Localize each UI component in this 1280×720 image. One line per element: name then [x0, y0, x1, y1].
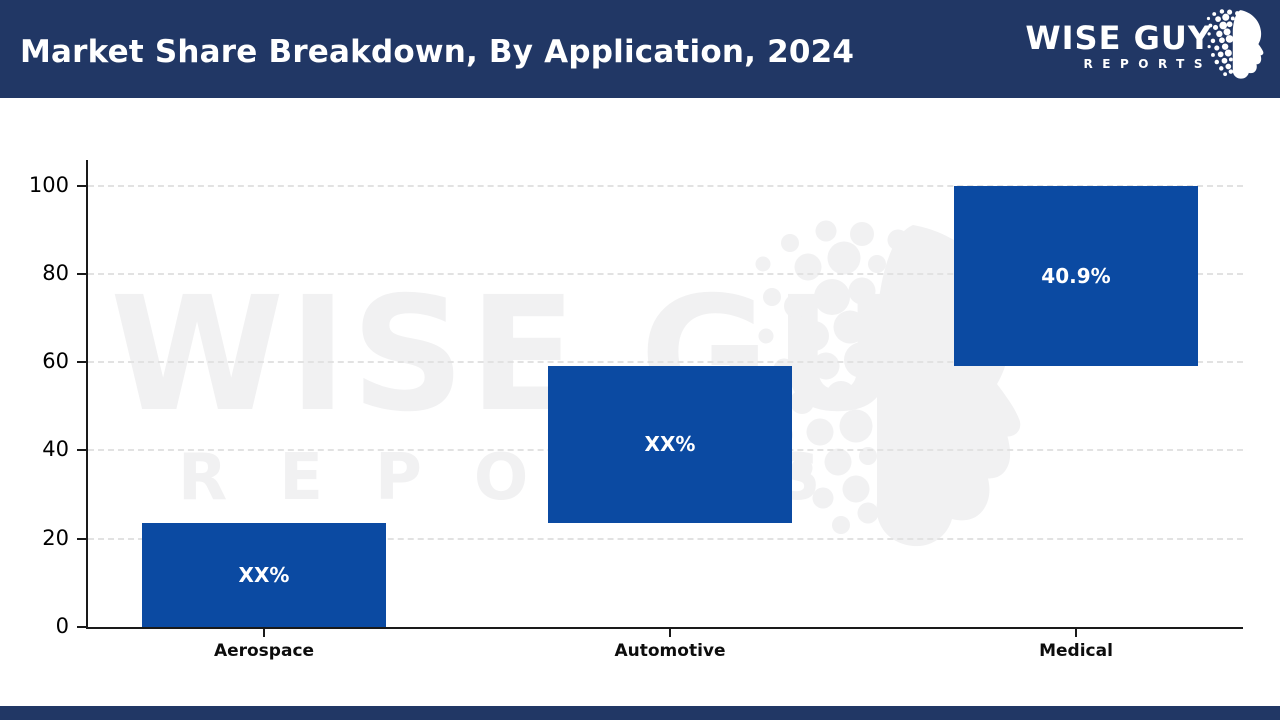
- gridline: [88, 272, 1243, 275]
- x-axis-label: Aerospace: [213, 641, 315, 661]
- header-bar: Market Share Breakdown, By Application, …: [0, 0, 1280, 98]
- footer-bar: [0, 706, 1280, 720]
- y-axis-tick-label: 0: [55, 614, 69, 638]
- y-axis-tick: [77, 184, 86, 187]
- bar-value-label: XX%: [238, 562, 290, 587]
- y-axis-line: [86, 160, 88, 629]
- bar-value-label: XX%: [644, 432, 696, 457]
- page-title: Market Share Breakdown, By Application, …: [20, 34, 855, 70]
- y-axis-tick: [77, 449, 86, 452]
- y-axis-tick: [77, 537, 86, 540]
- y-axis-tick-label: 40: [42, 437, 69, 462]
- x-axis-tick: [1075, 629, 1077, 637]
- gridline: [88, 184, 1243, 187]
- logo-face-icon: [1206, 9, 1264, 79]
- bar-automotive: XX%: [548, 366, 792, 523]
- x-axis-label: Medical: [1039, 641, 1113, 661]
- logo-wordmark-line2: REPORTS: [1083, 57, 1212, 72]
- y-axis-tick-label: 80: [42, 260, 69, 285]
- gridline: [88, 537, 1243, 540]
- y-axis-tick: [77, 626, 86, 628]
- logo-wordmark-line1: WISE GUY: [1025, 18, 1212, 57]
- bar-value-label: 40.9%: [1041, 263, 1111, 288]
- x-axis-line: [86, 627, 1243, 629]
- x-axis-tick: [263, 629, 265, 637]
- x-axis-label: Automotive: [614, 641, 726, 661]
- gridline: [88, 361, 1243, 364]
- plot: 0 20 40 60 80 100 XX% Aerospace XX% Automotive 40.…: [0, 98, 1280, 706]
- bar-medical: 40.9%: [954, 185, 1198, 367]
- wise-guy-reports-logo: WISE GUY REPORTS: [1025, 7, 1268, 85]
- x-axis-tick: [669, 629, 671, 637]
- y-axis-tick-label: 60: [42, 349, 69, 374]
- logo-wordmark: WISE GUY REPORTS: [1025, 18, 1212, 72]
- bar-aerospace: XX%: [142, 522, 386, 627]
- y-axis-tick: [77, 272, 86, 275]
- y-axis-tick-label: 100: [28, 172, 69, 197]
- y-axis-tick: [77, 361, 86, 364]
- chart-area: WISE GUY REPORTS 0 20 40 60 80 100 XX% Aerospac…: [0, 98, 1280, 706]
- y-axis-tick-label: 20: [42, 525, 69, 550]
